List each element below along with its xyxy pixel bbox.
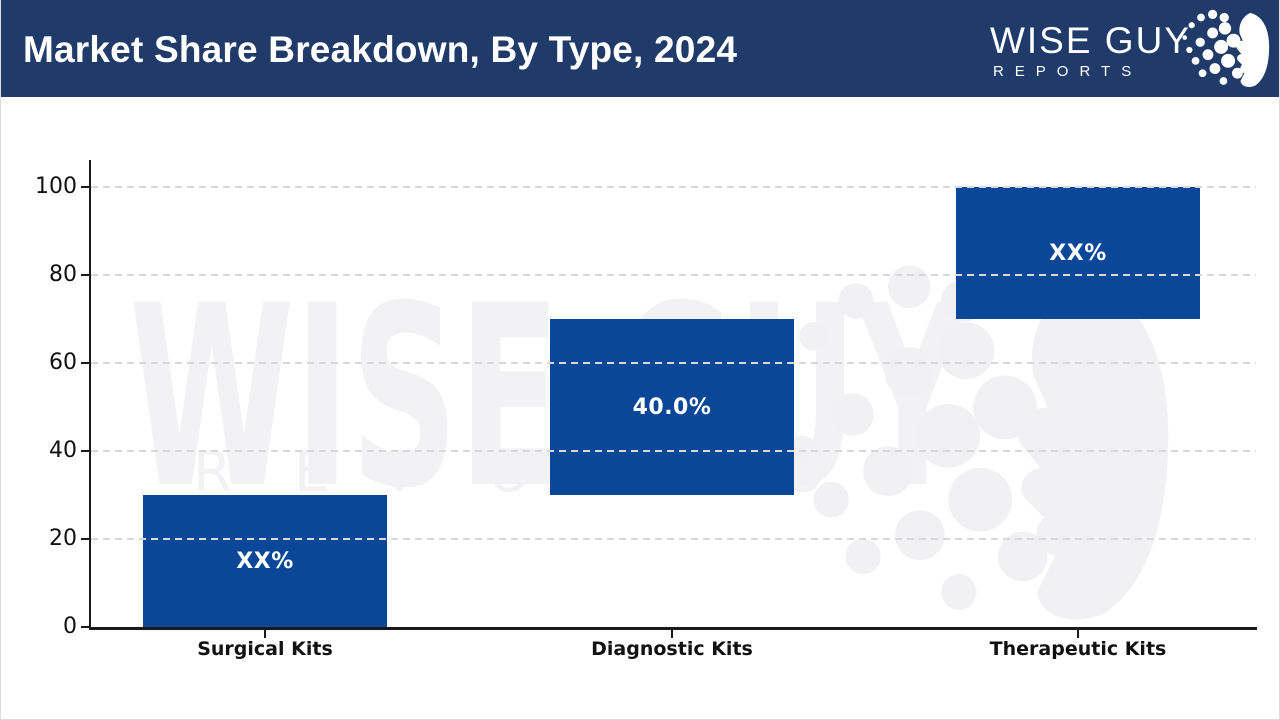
x-tick-mark <box>264 630 266 638</box>
logo-word-wiseguy: WISE GUY <box>989 19 1191 61</box>
logo-wordmark: WISE GUY REPORTS <box>990 22 1191 79</box>
chart-area: WISE GUY REPORTS 0 20 40 60 80 100 XX% 40.0% XX%… <box>1 97 1279 719</box>
y-axis-spine <box>89 160 91 630</box>
bar-surgical-kits: XX% <box>143 495 387 627</box>
y-tick-mark <box>81 362 89 364</box>
y-tick-mark <box>81 626 89 628</box>
gridline-y-80 <box>91 274 1256 276</box>
bar-diagnostic-kits: 40.0% <box>550 319 794 495</box>
y-tick-mark <box>81 274 89 276</box>
y-tick-label: 100 <box>35 174 77 199</box>
gridline-y-40 <box>91 450 1256 452</box>
x-tick-mark <box>1077 630 1079 638</box>
y-tick-mark <box>81 450 89 452</box>
x-tick-mark <box>671 630 673 638</box>
gridline-y-20 <box>91 538 1256 540</box>
x-axis-spine <box>89 627 1257 630</box>
y-tick-mark <box>81 538 89 540</box>
y-tick-mark <box>81 186 89 188</box>
y-tick-label: 40 <box>49 438 77 463</box>
watermark-wiseguy-text: WISE GUY <box>129 252 967 543</box>
bar-value-label: XX% <box>1049 240 1107 266</box>
header-band: Market Share Breakdown, By Type, 2024 WI… <box>1 0 1279 97</box>
y-tick-label: 80 <box>49 262 77 287</box>
bar-value-label: XX% <box>236 548 294 574</box>
y-tick-label: 60 <box>49 350 77 375</box>
gridline-y-60 <box>91 362 1256 364</box>
bar-therapeutic-kits: XX% <box>956 187 1200 319</box>
gridline-y-100 <box>91 186 1256 188</box>
logo-head-icon <box>1182 9 1270 87</box>
logo-word-reports: REPORTS <box>992 62 1143 80</box>
y-tick-label: 0 <box>63 614 77 639</box>
bar-value-label: 40.0% <box>632 394 712 420</box>
x-category-label: Therapeutic Kits <box>989 638 1167 660</box>
y-tick-label: 20 <box>49 526 77 551</box>
chart-title: Market Share Breakdown, By Type, 2024 <box>23 29 738 70</box>
x-category-label: Surgical Kits <box>197 638 333 660</box>
wiseguy-logo: WISE GUY REPORTS <box>990 8 1273 92</box>
x-category-label: Diagnostic Kits <box>591 638 753 660</box>
